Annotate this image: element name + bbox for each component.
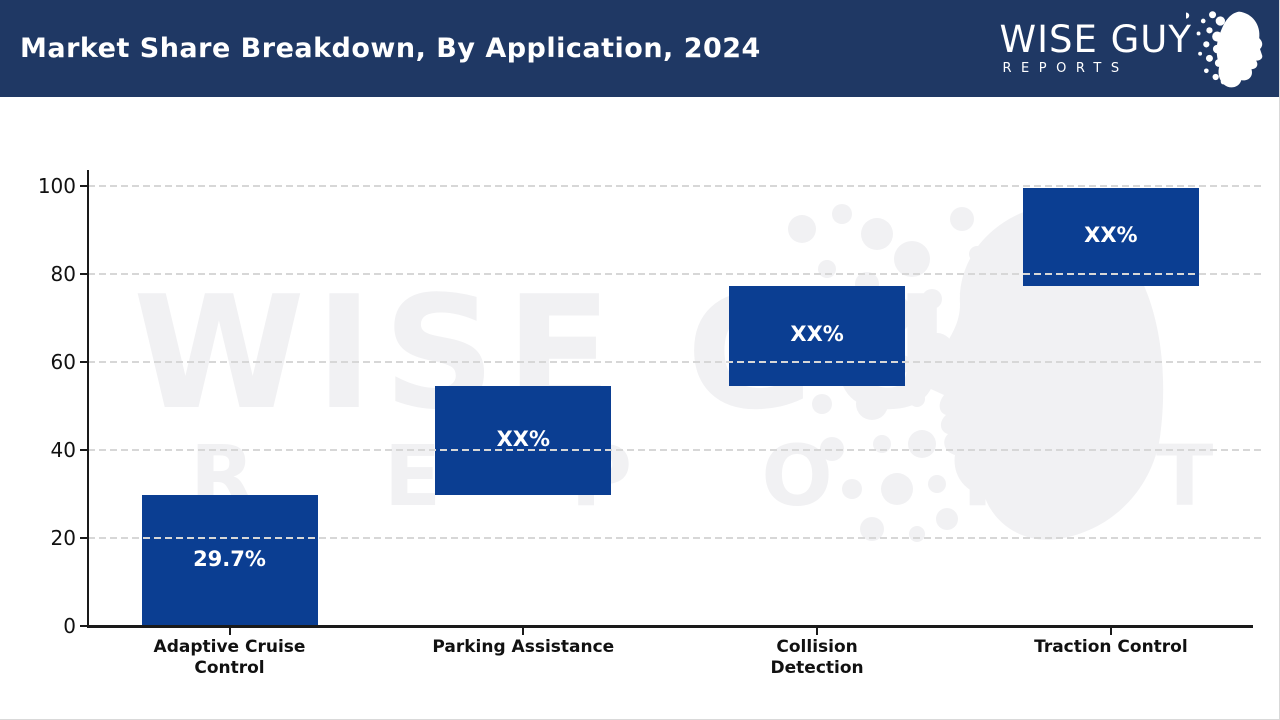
category-label-3: Collision Detection — [697, 637, 937, 679]
ytick-label-80: 80 — [50, 262, 76, 286]
bar-traction-control — [1022, 188, 1199, 287]
xtick-mark-1 — [228, 628, 231, 635]
xtick-mark-3 — [816, 628, 819, 635]
gridline-y60 — [88, 361, 1262, 363]
ytick-label-0: 0 — [63, 614, 76, 638]
header-bar: Market Share Breakdown, By Application, … — [0, 0, 1279, 97]
chart-area: WISE GUY R E P O R T S 29.7%XX%XX%XX%020… — [0, 97, 1279, 719]
bar-parking-assistance — [435, 386, 612, 496]
category-label-1: Adaptive Cruise Control — [110, 637, 350, 679]
bar-value-label: 29.7% — [193, 546, 266, 571]
wiseguy-logo: WISE GUY REPORTS — [999, 7, 1279, 91]
ytick-label-60: 60 — [50, 350, 76, 374]
bar-value-label: XX% — [790, 322, 844, 347]
category-label-line: Control — [194, 658, 265, 678]
category-label-2: Parking Assistance — [403, 637, 643, 658]
category-label-line: Traction Control — [1034, 637, 1188, 657]
ytick-label-100: 100 — [37, 174, 76, 198]
logo-wordmark-line2: REPORTS — [1002, 60, 1129, 76]
ytick-mark-0 — [80, 625, 87, 627]
category-label-line: Adaptive Cruise — [153, 637, 306, 657]
bar-collision-detection — [729, 286, 906, 387]
watermark-face-icon — [788, 204, 1164, 542]
chart-title: Market Share Breakdown, By Application, … — [20, 33, 761, 64]
gridline-y80 — [88, 273, 1262, 275]
logo-wordmark: WISE GUY REPORTS — [999, 18, 1192, 76]
ytick-label-20: 20 — [50, 526, 76, 550]
ytick-mark-80 — [80, 273, 87, 275]
x-axis — [87, 625, 1253, 628]
gridline-y20 — [88, 537, 1262, 539]
ytick-mark-20 — [80, 537, 87, 539]
ytick-mark-60 — [80, 361, 87, 363]
bar-value-label: XX% — [1084, 223, 1138, 248]
category-label-line: Parking Assistance — [432, 637, 615, 657]
category-label-line: Collision — [776, 637, 858, 657]
category-label-line: Detection — [770, 658, 864, 678]
xtick-mark-2 — [522, 628, 525, 635]
ytick-label-40: 40 — [50, 438, 76, 462]
xtick-mark-4 — [1109, 628, 1112, 635]
gridline-y40 — [88, 449, 1262, 451]
bar-value-label: XX% — [496, 426, 551, 451]
bar-adaptive-cruise-control — [141, 495, 318, 626]
y-axis — [87, 170, 89, 628]
logo-face-icon — [1186, 10, 1263, 87]
logo-wordmark-line1: WISE GUY — [999, 18, 1192, 62]
gridline-y100 — [88, 185, 1262, 187]
ytick-mark-40 — [80, 449, 87, 451]
category-label-4: Traction Control — [991, 637, 1231, 658]
ytick-mark-100 — [80, 185, 87, 187]
